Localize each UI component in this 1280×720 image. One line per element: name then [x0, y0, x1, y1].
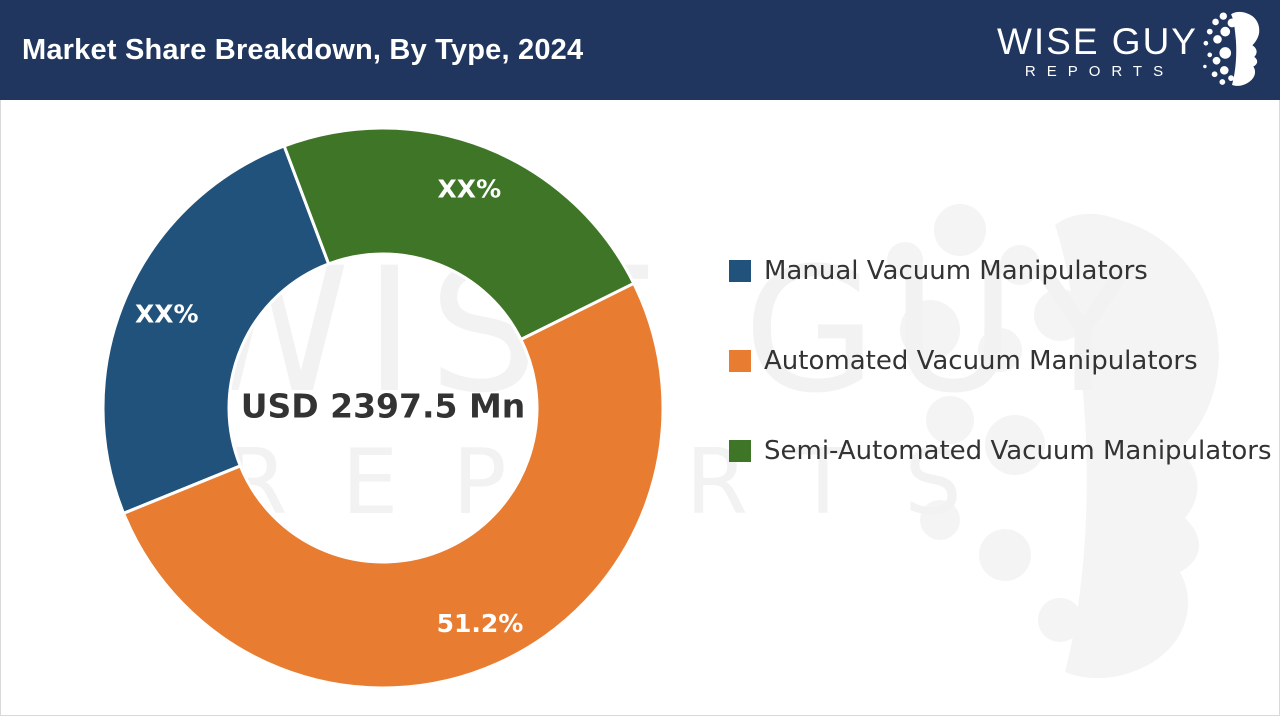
legend-swatch-manual — [729, 260, 751, 282]
slice-label: XX% — [135, 299, 199, 328]
donut-slice-automated-vacuum-manipulators — [122, 281, 665, 690]
donut-slice-manual-vacuum-manipulators — [101, 144, 331, 515]
wise-guy-logo: WISE GUY REPORTS — [997, 10, 1264, 92]
donut-slice-semi-automated-vacuum-manipulators — [282, 126, 636, 341]
legend-swatch-automated — [729, 350, 751, 372]
logo-head-icon — [1203, 11, 1260, 86]
page-title: Market Share Breakdown, By Type, 2024 — [22, 33, 584, 66]
donut-chart: XX% XX% 51.2% USD 2397.5 Mn — [101, 126, 665, 690]
logo-wordmark: WISE GUY — [996, 20, 1198, 62]
legend-item: Semi-Automated Vacuum Manipulators — [729, 436, 1272, 466]
logo-text: WISE GUY REPORTS — [996, 20, 1198, 80]
legend-label: Automated Vacuum Manipulators — [764, 346, 1198, 376]
header-bar: Market Share Breakdown, By Type, 2024 WI… — [0, 0, 1280, 100]
legend-item: Automated Vacuum Manipulators — [729, 346, 1198, 376]
legend-item: Manual Vacuum Manipulators — [729, 256, 1148, 286]
logo-subtitle: REPORTS — [1024, 62, 1175, 80]
slice-label: XX% — [438, 174, 502, 203]
slice-label: 51.2% — [437, 609, 524, 638]
legend-swatch-semi-automated — [729, 440, 751, 462]
legend-label: Semi-Automated Vacuum Manipulators — [764, 436, 1272, 466]
legend-label: Manual Vacuum Manipulators — [764, 256, 1148, 286]
center-value-label: USD 2397.5 Mn — [241, 387, 526, 426]
